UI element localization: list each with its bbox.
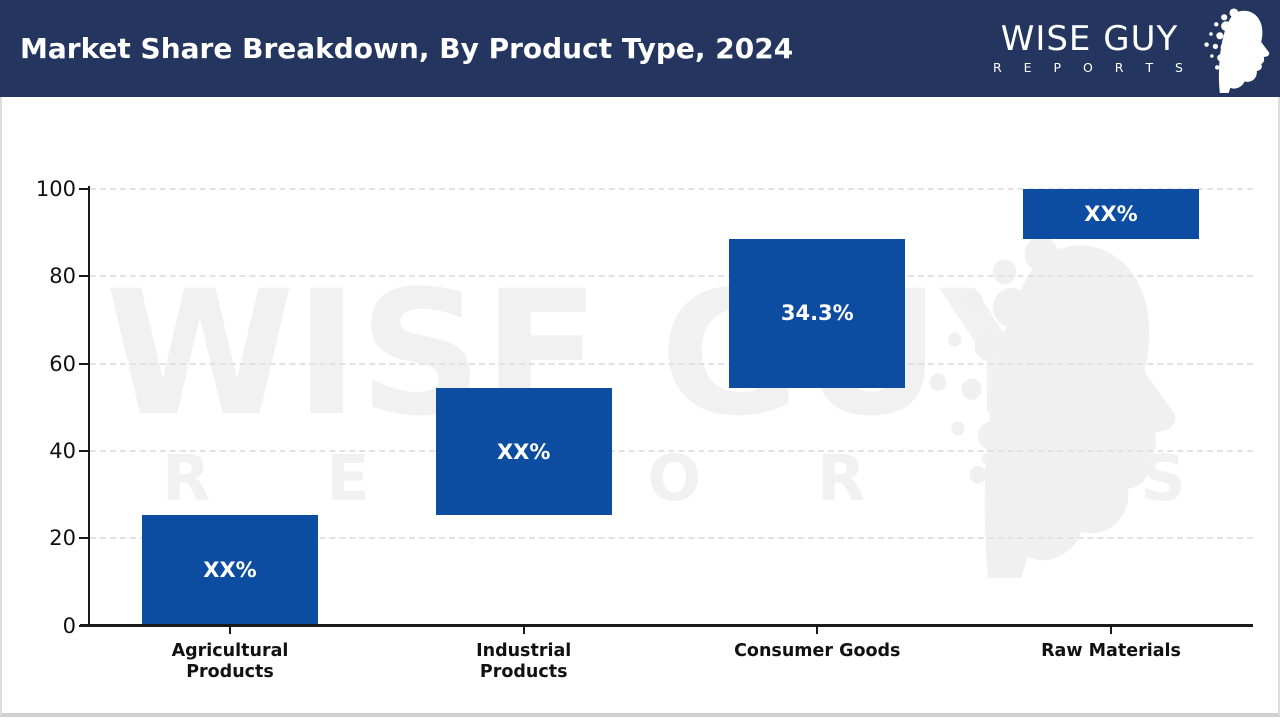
watermark-face-icon xyxy=(929,236,1176,578)
bar-industrial-products xyxy=(435,388,612,515)
bar-agricultural-products xyxy=(142,514,318,626)
brand-name: WISE GUY xyxy=(1000,19,1179,59)
x-tick-mark xyxy=(816,627,819,634)
x-tick-mark xyxy=(229,627,231,634)
y-tick-mark xyxy=(79,187,88,190)
category-label-raw-materials: Raw Materials xyxy=(1041,641,1181,661)
y-tick-mark xyxy=(79,275,88,278)
bar-raw-materials xyxy=(1023,188,1199,239)
y-tick-mark xyxy=(79,449,88,452)
x-tick-mark xyxy=(522,627,525,634)
category-label-industrial-products: Industrial Products xyxy=(476,641,572,682)
y-tick-mark xyxy=(79,624,88,627)
y-axis-line xyxy=(88,186,90,626)
brand-subtitle: R E P O R T S xyxy=(992,60,1192,75)
gridline-80 xyxy=(90,275,1253,278)
bar-value-label: XX% xyxy=(1084,201,1138,226)
bar-value-label: XX% xyxy=(203,558,257,583)
y-tick-label: 100 xyxy=(35,176,76,201)
y-tick-label: 80 xyxy=(49,264,76,289)
x-tick-mark xyxy=(1110,627,1112,634)
y-tick-label: 40 xyxy=(49,438,76,463)
gridline-40 xyxy=(90,449,1253,452)
gridline-20 xyxy=(90,537,1253,540)
x-axis-line xyxy=(80,624,1253,627)
brand-face-icon xyxy=(1204,8,1270,93)
y-tick-mark xyxy=(79,362,88,365)
gridline-60 xyxy=(90,362,1253,365)
bar-consumer-goods xyxy=(729,238,906,389)
y-tick-label: 20 xyxy=(49,526,76,551)
category-label-consumer-goods: Consumer Goods xyxy=(734,641,901,661)
bar-value-label: 34.3% xyxy=(780,301,854,326)
brand-logo: WISE GUY R E P O R T S xyxy=(987,21,1192,75)
bar-value-label: XX% xyxy=(496,439,551,464)
y-tick-label: 0 xyxy=(62,613,76,638)
category-label-agricultural-products: Agricultural Products xyxy=(171,641,289,682)
chart-title: Market Share Breakdown, By Product Type,… xyxy=(20,32,794,65)
gridline-100 xyxy=(90,187,1253,190)
y-tick-mark xyxy=(79,537,88,540)
header-band: Market Share Breakdown, By Product Type,… xyxy=(0,0,1280,97)
y-tick-label: 60 xyxy=(49,351,76,376)
